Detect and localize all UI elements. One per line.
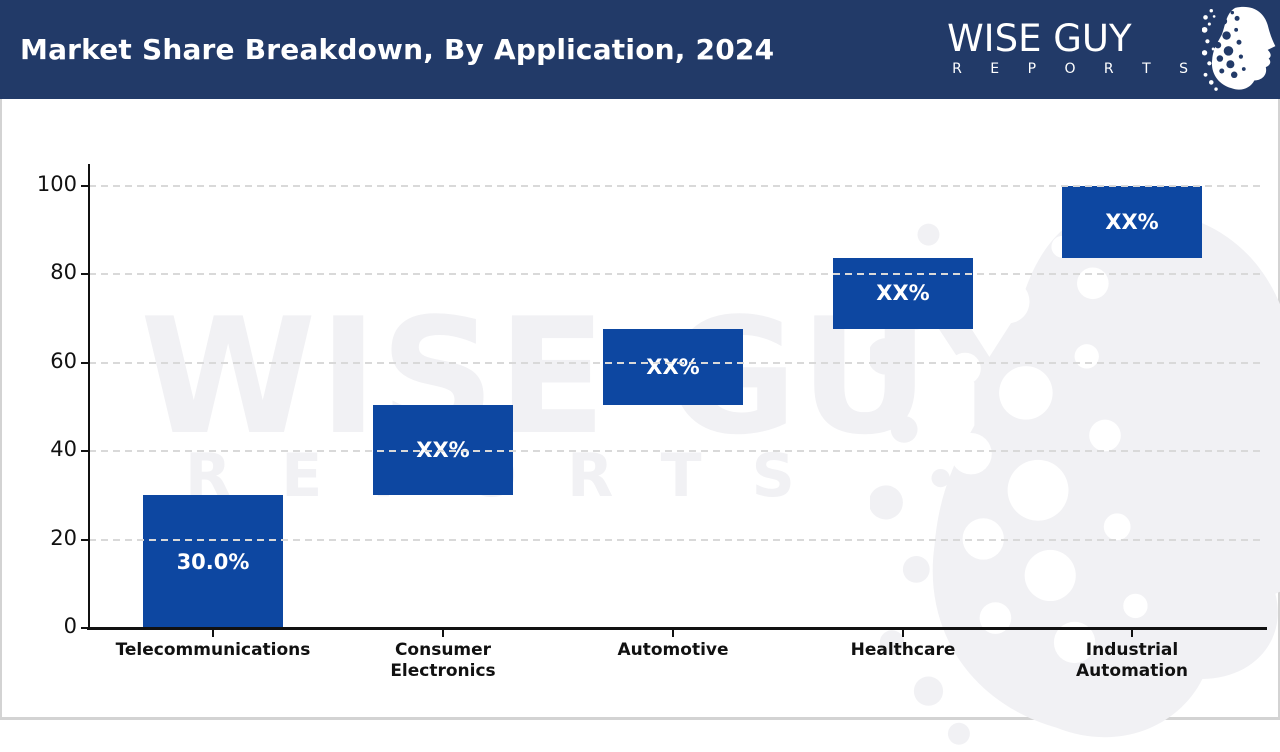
chart-bar: XX% — [603, 328, 743, 405]
y-gridline — [89, 273, 1265, 276]
waterfall-chart: 30.0% XX% XX% XX% XX% 0 20 40 60 80 100 Telecommuni… — [2, 0, 1278, 717]
x-axis — [87, 627, 1267, 630]
y-gridline — [89, 538, 1265, 541]
category-label: Automotive — [617, 640, 729, 660]
x-tick — [902, 630, 904, 637]
category-label: Consumer Electronics — [390, 640, 496, 681]
page-title: Market Share Breakdown, By Application, … — [20, 33, 775, 66]
bar-value-label: XX% — [646, 354, 700, 379]
chart-bar: 30.0% — [143, 495, 283, 628]
y-tick — [81, 361, 89, 364]
y-tick-label: 80 — [50, 260, 77, 285]
bar-value-label: XX% — [1105, 209, 1159, 234]
brand-logo-text: WISE GUY R E P O R T S — [947, 16, 1200, 78]
brand-subtitle: R E P O R T S — [952, 61, 1200, 78]
brand-head-icon — [1202, 6, 1276, 91]
x-tick — [672, 630, 674, 637]
y-tick — [81, 273, 89, 276]
y-tick-label: 20 — [50, 525, 77, 550]
header-bar: Market Share Breakdown, By Application, … — [0, 0, 1280, 99]
y-tick-label: 0 — [63, 614, 77, 638]
brand-name: WISE GUY — [947, 16, 1132, 60]
category-label: Healthcare — [850, 640, 956, 660]
x-tick — [1131, 630, 1133, 637]
y-tick — [81, 538, 89, 541]
y-tick-label: 60 — [50, 348, 77, 373]
x-tick — [442, 630, 444, 637]
y-tick — [81, 185, 89, 187]
y-gridline — [89, 361, 1265, 364]
y-axis — [88, 163, 90, 630]
category-label: Industrial Automation — [1076, 640, 1188, 681]
x-tick — [212, 630, 214, 637]
chart-bar: XX% — [1062, 186, 1202, 258]
y-tick-label: 40 — [50, 437, 77, 462]
y-gridline — [89, 185, 1265, 187]
y-tick-label: 100 — [36, 172, 77, 196]
chart-bar: XX% — [833, 257, 973, 329]
bar-value-label: XX% — [416, 438, 470, 463]
y-tick — [81, 450, 89, 453]
bar-value-label: XX% — [876, 281, 930, 306]
chart-bar: XX% — [373, 404, 513, 496]
brand-logo: WISE GUY R E P O R T S — [947, 4, 1276, 92]
y-tick — [81, 627, 89, 629]
bar-value-label: 30.0% — [176, 549, 250, 574]
y-gridline — [89, 450, 1265, 453]
category-label: Telecommunications — [115, 640, 311, 660]
